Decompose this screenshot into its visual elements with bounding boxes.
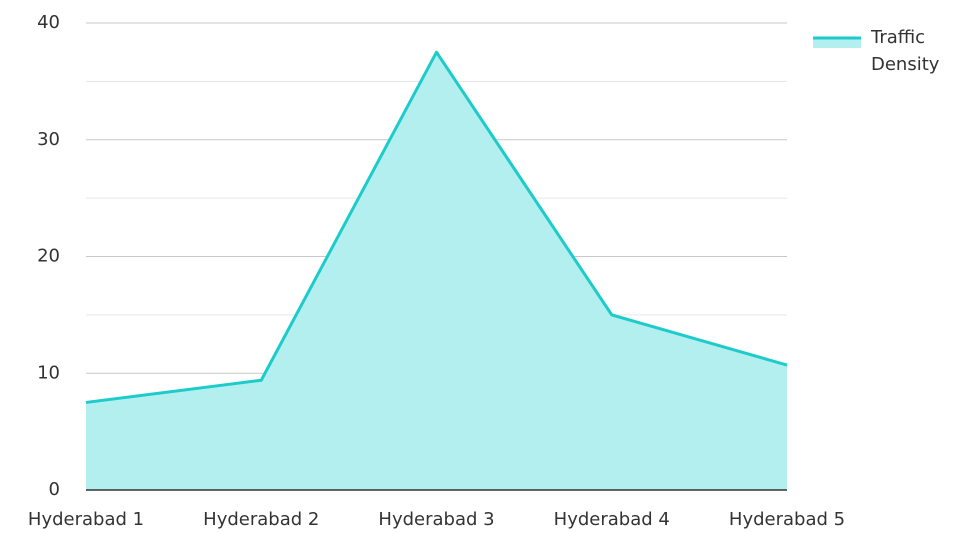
legend-entry: Traffic Density [871, 27, 940, 75]
x-tick-label: Hyderabad 1 [28, 509, 144, 530]
legend-swatch [813, 38, 861, 48]
y-tick-label: 30 [37, 129, 60, 150]
y-tick-label: 20 [37, 246, 60, 267]
area-fill [86, 52, 787, 490]
y-tick-label: 0 [49, 479, 60, 500]
y-tick-label: 40 [37, 12, 60, 33]
x-tick-label: Hyderabad 4 [554, 509, 670, 530]
area-line [85, 50, 788, 404]
legend-label: Traffic Density [871, 27, 940, 75]
x-tick-label: Hyderabad 3 [378, 509, 494, 530]
x-tick-label: Hyderabad 5 [729, 509, 845, 530]
x-tick-label: Hyderabad 2 [203, 509, 319, 530]
y-tick-label: 10 [37, 362, 60, 383]
